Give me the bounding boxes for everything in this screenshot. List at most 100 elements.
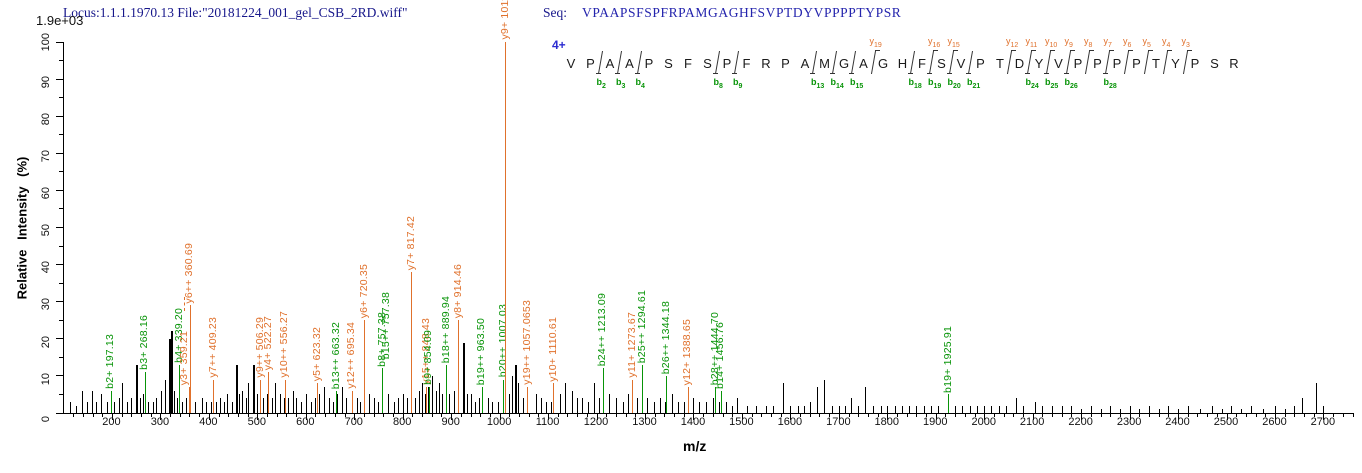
x-axis-tick — [363, 413, 365, 417]
ms-peak — [463, 342, 466, 413]
y-ion-arm — [933, 50, 938, 51]
ms-peak — [803, 405, 805, 413]
x-axis-tick — [606, 413, 608, 417]
cleavage-slot: y10 b25 — [1044, 36, 1058, 98]
ms-peak — [817, 387, 819, 413]
residue: M — [819, 36, 831, 98]
ms-peak — [938, 405, 940, 413]
x-tick-label: 2300 — [1116, 416, 1142, 428]
x-tick-label: 1300 — [632, 416, 657, 428]
b-ion-tag: b2 — [596, 77, 606, 90]
x-tick-label: 2700 — [1310, 416, 1336, 428]
b-ion-arm — [1102, 73, 1108, 74]
ion-label: y8+ 914.46 — [451, 263, 464, 319]
ms-peak — [360, 401, 362, 413]
y-tick-label: 90 — [40, 75, 52, 89]
ms-peak — [550, 401, 552, 413]
ms-peak — [185, 398, 187, 413]
ms-peak — [955, 405, 957, 413]
ms-peak — [797, 405, 799, 413]
residue: R — [1228, 36, 1240, 98]
ms-peak — [91, 390, 93, 413]
x-axis-tick — [645, 413, 646, 420]
b-ion-peak — [948, 394, 950, 413]
x-axis-tick — [635, 413, 637, 417]
x-axis-title: m/z — [683, 438, 707, 454]
cleavage-slot: y5 — [1142, 36, 1153, 98]
ms-peak — [824, 379, 826, 413]
ion-label: y12+ 1388.65 — [681, 318, 694, 386]
x-axis-tick — [761, 413, 763, 417]
ion-label: y4+ 522.27 — [261, 315, 274, 371]
b-ion-peak — [382, 368, 384, 413]
cleavage-slot: y19 — [870, 36, 882, 98]
ms-peak — [1284, 409, 1286, 413]
ms-peak — [1158, 409, 1160, 413]
ms-peak — [1231, 405, 1233, 413]
cleavage-slot: y12 — [1006, 36, 1018, 98]
residue: A — [604, 36, 616, 98]
b-ion-tag: b9 — [733, 77, 743, 90]
residue: F — [916, 36, 928, 98]
x-axis-tick — [1013, 413, 1015, 417]
residue: S — [663, 36, 675, 98]
residue-letter: V — [956, 56, 966, 71]
y-axis-tick — [56, 78, 63, 80]
b-ion-arm — [634, 73, 640, 74]
ion-label: b18++ 889.94 — [439, 295, 452, 363]
residue: V — [955, 36, 967, 98]
x-axis-tick — [722, 413, 724, 417]
x-axis-tick — [586, 413, 588, 417]
ms-peak — [647, 398, 649, 413]
b-ion-peak — [110, 390, 112, 413]
residue: P — [643, 36, 655, 98]
b-ion-peak — [642, 364, 644, 413]
x-axis-tick — [577, 413, 579, 417]
residue-letter: D — [1014, 56, 1025, 71]
ms-peak — [206, 401, 208, 413]
y-ion-tag: y5 — [1142, 36, 1151, 49]
ms-peak — [699, 401, 701, 413]
ms-peak — [448, 394, 450, 413]
residue-letter: H — [897, 56, 908, 71]
x-axis-tick — [751, 413, 753, 417]
ms-peak — [341, 387, 343, 413]
b-ion-peak — [602, 368, 604, 413]
ms-peak — [636, 398, 638, 413]
ms-peak — [220, 398, 222, 413]
x-axis-tick — [383, 413, 385, 417]
ms-peak — [665, 401, 667, 413]
x-axis-tick — [674, 413, 676, 417]
x-axis-tick — [102, 413, 104, 417]
ms-peak — [319, 394, 321, 413]
x-axis-tick — [557, 413, 559, 417]
residue: A — [799, 36, 811, 98]
y-axis-tick — [59, 356, 63, 358]
ms-peak — [127, 401, 129, 413]
ms-peak — [329, 398, 331, 413]
ms-peak — [418, 390, 420, 413]
ms-peak — [143, 394, 145, 413]
residue-letter: F — [742, 56, 751, 71]
x-axis-tick — [838, 413, 840, 420]
ms-peak — [170, 331, 173, 413]
x-axis-tick — [1110, 413, 1112, 417]
ion-label: y7++ 409.23 — [206, 317, 219, 378]
residue: P — [585, 36, 597, 98]
y-axis-tick — [59, 171, 63, 173]
ms-peak — [479, 398, 481, 413]
y-ion-tag: y11 — [1025, 36, 1038, 49]
ms-peak — [253, 364, 256, 413]
residue: T — [1150, 36, 1162, 98]
ms-peak — [540, 398, 542, 413]
y-ion-peak — [213, 379, 215, 413]
x-axis-tick — [150, 413, 152, 417]
ms-peak — [305, 394, 307, 413]
ms-peak — [245, 398, 247, 413]
x-tick-label: 700 — [344, 416, 363, 428]
y-ion-arm — [1167, 50, 1172, 51]
y-axis-tick — [59, 208, 63, 210]
x-axis-tick — [596, 413, 598, 420]
ms-peak — [96, 401, 98, 413]
y-ion-peak — [189, 387, 191, 413]
